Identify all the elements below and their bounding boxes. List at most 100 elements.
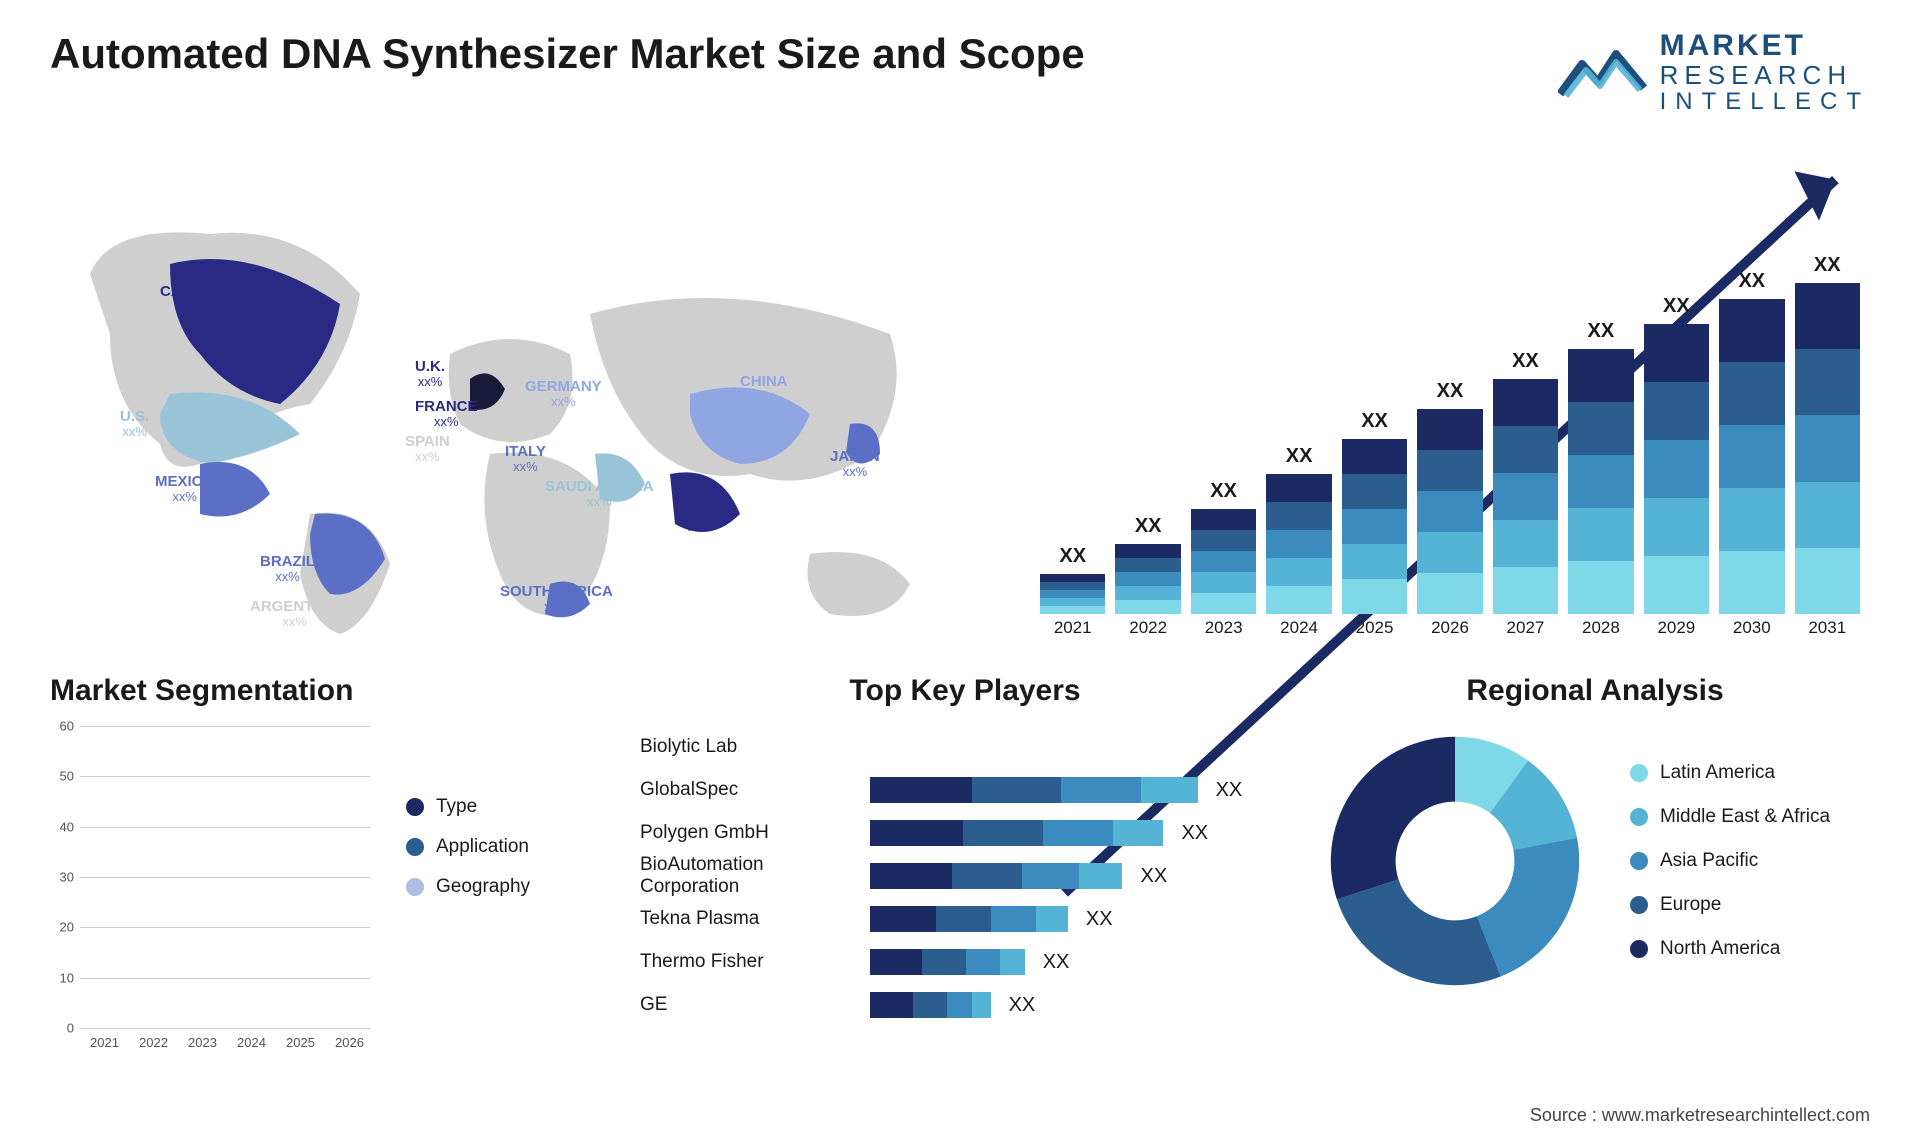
- key-players-section: Top Key Players Biolytic LabGlobalSpecXX…: [640, 674, 1290, 1074]
- forecast-segment: [1040, 590, 1105, 598]
- forecast-segment: [1795, 349, 1860, 415]
- legend-swatch: [406, 798, 424, 816]
- map-label-italy: ITALYxx%: [505, 444, 546, 475]
- key-player-row: Thermo FisherXX: [640, 941, 1290, 984]
- forecast-segment: [1115, 572, 1180, 586]
- key-player-name: GlobalSpec: [640, 779, 870, 801]
- key-player-segment: [963, 820, 1043, 846]
- segmentation-year-label: 2022: [133, 1035, 174, 1050]
- legend-item: Latin America: [1630, 762, 1830, 784]
- key-player-segment: [1043, 820, 1114, 846]
- map-label-u-k-: U.K.xx%: [415, 359, 445, 390]
- key-player-row: GlobalSpec XX: [640, 769, 1290, 812]
- forecast-segment: [1568, 508, 1633, 561]
- key-player-segment: [922, 949, 965, 975]
- key-player-bar: XX: [870, 949, 1290, 975]
- key-player-segment: [952, 863, 1023, 889]
- legend-swatch: [406, 838, 424, 856]
- forecast-segment: [1719, 362, 1784, 425]
- key-player-segment: [947, 992, 972, 1018]
- key-player-segment: [972, 992, 990, 1018]
- legend-swatch: [1630, 764, 1648, 782]
- forecast-segment: [1644, 324, 1709, 382]
- key-player-segment: [1022, 863, 1079, 889]
- legend-item: Geography: [406, 876, 530, 898]
- regional-title: Regional Analysis: [1320, 674, 1870, 708]
- map-label-spain: SPAINxx%: [405, 434, 450, 465]
- key-player-segment: [870, 992, 913, 1018]
- legend-label: Geography: [436, 876, 530, 898]
- forecast-value-label: XX: [1286, 445, 1313, 468]
- map-label-saudi-arabia: SAUDI ARABIAxx%: [545, 479, 654, 510]
- regional-legend: Latin America Middle East & Africa Asia Pa…: [1630, 762, 1830, 960]
- map-label-china: CHINAxx%: [740, 374, 788, 405]
- regional-donut-chart: [1320, 726, 1590, 996]
- key-player-bar: XX: [870, 863, 1290, 889]
- key-player-segment: [966, 949, 1000, 975]
- forecast-segment: [1568, 455, 1633, 508]
- forecast-segment: [1719, 299, 1784, 362]
- forecast-bar-2029: XX: [1644, 254, 1709, 614]
- forecast-segment: [1719, 551, 1784, 614]
- logo-icon: [1558, 44, 1648, 100]
- key-player-segment: [1141, 777, 1198, 803]
- legend-item: Middle East & Africa: [1630, 806, 1830, 828]
- y-tick-label: 60: [60, 718, 74, 733]
- forecast-value-label: XX: [1059, 545, 1086, 568]
- map-label-mexico: MEXICOxx%: [155, 474, 214, 505]
- key-player-row: Biolytic Lab: [640, 726, 1290, 769]
- key-player-segment: [913, 992, 947, 1018]
- map-label-india: INDIAxx%: [680, 504, 721, 535]
- key-player-name: BioAutomation Corporation: [640, 854, 870, 898]
- legend-swatch: [1630, 896, 1648, 914]
- forecast-segment: [1342, 509, 1407, 544]
- forecast-bar-2021: XX: [1040, 254, 1105, 614]
- legend-label: Asia Pacific: [1660, 850, 1758, 872]
- forecast-segment: [1266, 474, 1331, 502]
- forecast-segment: [1417, 491, 1482, 532]
- y-tick-label: 40: [60, 819, 74, 834]
- key-player-segment: [972, 777, 1061, 803]
- forecast-segment: [1342, 439, 1407, 474]
- segmentation-legend: TypeApplicationGeography: [406, 796, 530, 1056]
- world-map-svg: [50, 154, 970, 644]
- key-player-segment: [870, 863, 952, 889]
- forecast-segment: [1040, 574, 1105, 582]
- key-player-value-label: XX: [1216, 779, 1243, 802]
- legend-label: Europe: [1660, 894, 1721, 916]
- key-player-name: Biolytic Lab: [640, 736, 870, 758]
- key-player-segment: [870, 906, 936, 932]
- forecast-year-label: 2025: [1342, 618, 1407, 644]
- forecast-year-label: 2028: [1568, 618, 1633, 644]
- forecast-segment: [1115, 544, 1180, 558]
- forecast-value-label: XX: [1135, 515, 1162, 538]
- forecast-segment: [1795, 548, 1860, 614]
- forecast-bar-2022: XX: [1115, 254, 1180, 614]
- forecast-segment: [1644, 382, 1709, 440]
- map-label-argentina: ARGENTINAxx%: [250, 599, 339, 630]
- y-tick-label: 0: [67, 1020, 74, 1035]
- key-player-segment: [936, 906, 991, 932]
- key-player-value-label: XX: [1086, 908, 1113, 931]
- logo-line-3: INTELLECT: [1660, 89, 1870, 114]
- forecast-bar-2026: XX: [1417, 254, 1482, 614]
- key-player-bar: XX: [870, 992, 1290, 1018]
- legend-label: North America: [1660, 938, 1780, 960]
- forecast-value-label: XX: [1814, 254, 1841, 277]
- legend-swatch: [1630, 808, 1648, 826]
- forecast-segment: [1644, 498, 1709, 556]
- segmentation-year-label: 2021: [84, 1035, 125, 1050]
- segmentation-year-label: 2024: [231, 1035, 272, 1050]
- forecast-segment: [1417, 532, 1482, 573]
- forecast-segment: [1040, 606, 1105, 614]
- forecast-segment: [1115, 558, 1180, 572]
- forecast-year-label: 2024: [1266, 618, 1331, 644]
- forecast-value-label: XX: [1738, 270, 1765, 293]
- forecast-bar-2031: XX: [1795, 254, 1860, 614]
- forecast-segment: [1493, 426, 1558, 473]
- forecast-chart: XXXXXXXXXXXXXXXXXXXXXX 20212022202320242…: [1010, 154, 1870, 644]
- map-label-canada: CANADAxx%: [160, 284, 225, 315]
- map-label-u-s-: U.S.xx%: [120, 409, 149, 440]
- key-player-bar: XX: [870, 777, 1290, 803]
- logo-line-2: RESEARCH: [1660, 62, 1870, 89]
